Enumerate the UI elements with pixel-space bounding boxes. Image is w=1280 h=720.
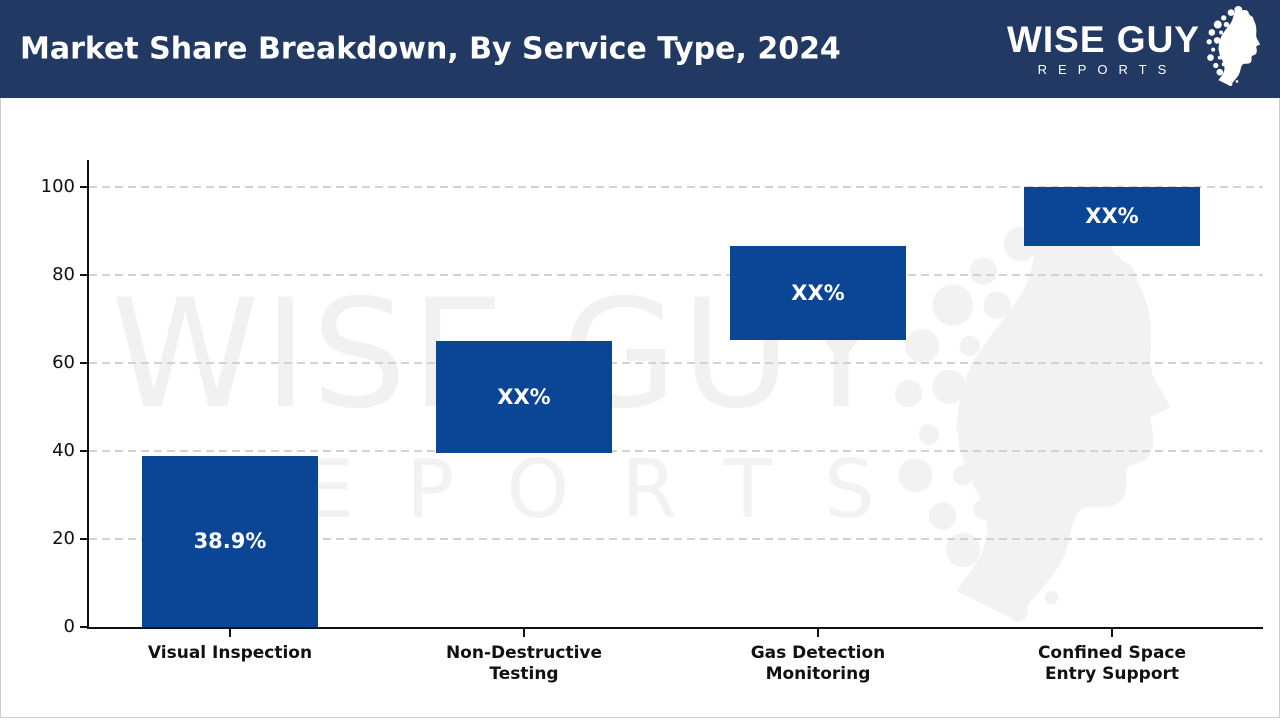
chart-area: WISE GUY REPORTS 0 20 40 60 80 100 38.9% Visual… <box>0 98 1280 718</box>
x-tick-1 <box>229 629 231 637</box>
category-label-3: Gas Detection Monitoring <box>750 643 886 684</box>
brand-logo-text: WISE GUY REPORTS <box>1006 19 1200 77</box>
bar-value-label-4: XX% <box>1085 204 1139 229</box>
y-tick-100 <box>80 186 88 188</box>
y-tick-20 <box>80 538 88 540</box>
brand-logo: WISE GUY REPORTS <box>1007 5 1270 93</box>
category-label-4: Confined Space Entry Support <box>1037 643 1187 684</box>
y-tick-label-80: 80 <box>52 264 75 285</box>
y-tick-80 <box>80 274 88 276</box>
x-tick-4 <box>1111 629 1113 637</box>
gridline-60 <box>89 362 1263 364</box>
wiseguy-face-icon <box>1206 6 1261 87</box>
bar-2 <box>436 340 612 454</box>
y-tick-label-20: 20 <box>52 528 75 549</box>
brand-name: WISE GUY <box>1006 19 1200 61</box>
y-tick-label-100: 100 <box>40 176 75 197</box>
gridline-100 <box>89 186 1263 188</box>
y-tick-label-0: 0 <box>63 616 75 637</box>
y-tick-label-60: 60 <box>52 352 75 373</box>
category-label-2: Non-Destructive Testing <box>445 643 603 684</box>
y-tick-label-40: 40 <box>52 440 75 461</box>
bar-value-label-3: XX% <box>791 281 845 306</box>
x-axis <box>87 627 1263 629</box>
x-tick-3 <box>817 629 819 637</box>
gridline-20 <box>89 538 1263 540</box>
y-tick-40 <box>80 450 88 452</box>
header-bar: Market Share Breakdown, By Service Type,… <box>0 0 1280 98</box>
bar-4 <box>1024 187 1200 246</box>
bar-3 <box>730 245 906 341</box>
bar-value-label-1: 38.9% <box>193 529 267 554</box>
plot-region: 0 20 40 60 80 100 38.9% Visual Inspection XX% Non… <box>1 98 1280 718</box>
x-tick-2 <box>523 629 525 637</box>
bar-1 <box>142 455 318 627</box>
bar-value-label-2: XX% <box>497 384 551 409</box>
brand-subname: REPORTS <box>1037 61 1178 77</box>
gridline-80 <box>89 274 1263 276</box>
chart-title: Market Share Breakdown, By Service Type,… <box>20 31 841 67</box>
y-tick-0 <box>80 626 88 628</box>
gridline-40 <box>89 450 1263 452</box>
category-label-1: Visual Inspection <box>147 643 313 663</box>
y-tick-60 <box>80 362 88 364</box>
y-axis <box>87 160 89 629</box>
